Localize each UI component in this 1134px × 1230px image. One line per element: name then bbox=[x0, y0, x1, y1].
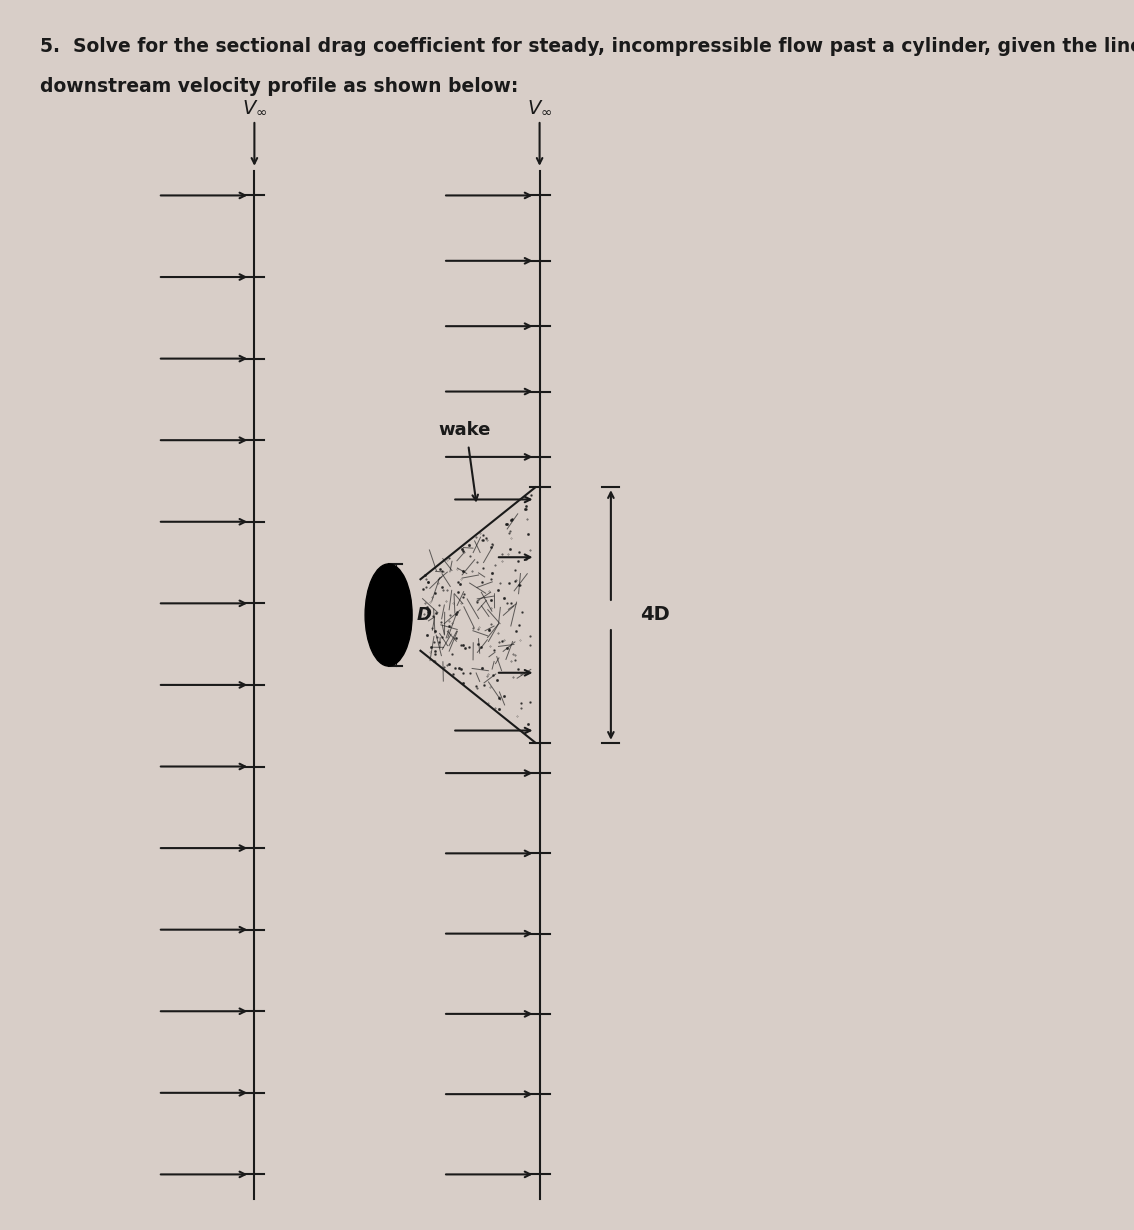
Text: 5.  Solve for the sectional drag coefficient for steady, incompressible flow pas: 5. Solve for the sectional drag coeffici… bbox=[41, 37, 1134, 57]
Text: wake: wake bbox=[438, 421, 490, 439]
Text: 4D: 4D bbox=[641, 605, 670, 625]
Text: $V_{\infty}$: $V_{\infty}$ bbox=[242, 97, 266, 117]
Ellipse shape bbox=[365, 563, 412, 667]
Text: D: D bbox=[416, 606, 431, 624]
Text: downstream velocity profile as shown below:: downstream velocity profile as shown bel… bbox=[41, 77, 519, 96]
Text: $V_{\infty}$: $V_{\infty}$ bbox=[527, 97, 552, 117]
